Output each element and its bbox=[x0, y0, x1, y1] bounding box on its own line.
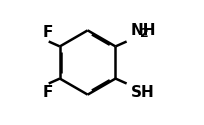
Text: SH: SH bbox=[130, 85, 154, 100]
Text: F: F bbox=[42, 25, 53, 40]
Text: F: F bbox=[42, 85, 53, 100]
Text: 2: 2 bbox=[140, 27, 148, 40]
Text: NH: NH bbox=[130, 24, 156, 38]
